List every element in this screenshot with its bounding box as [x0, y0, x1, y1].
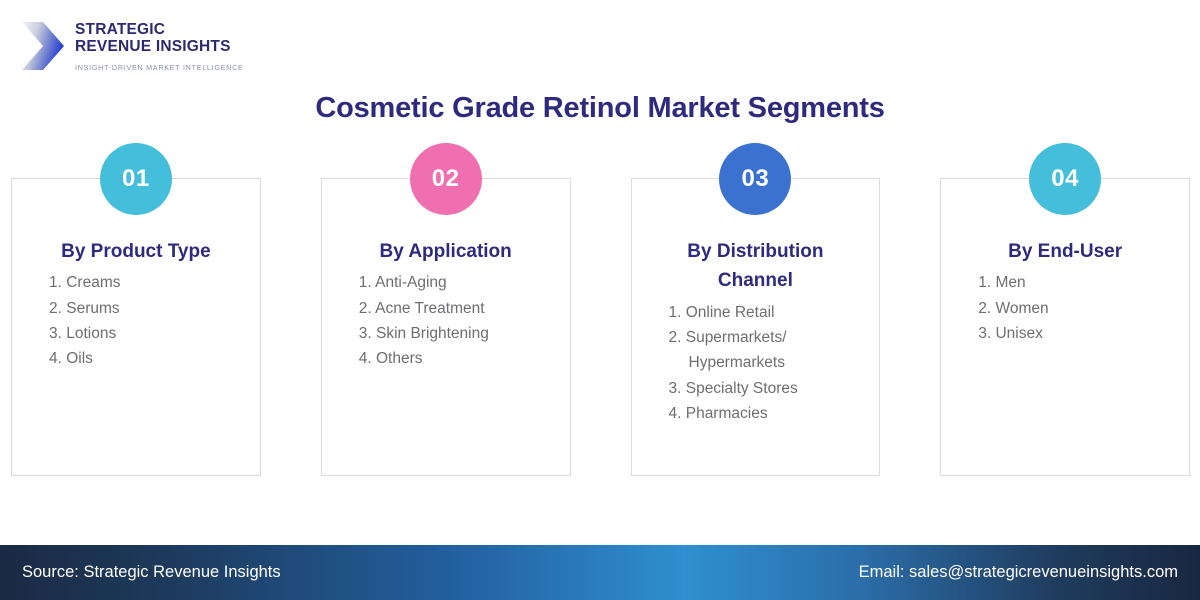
segment-title: By Application: [379, 241, 512, 262]
list-item: 3. Specialty Stores: [668, 379, 798, 397]
brand-tagline: INSIGHT-DRIVEN MARKET INTELLIGENCE: [75, 62, 244, 72]
brand-name: STRATEGIC REVENUE INSIGHTS: [75, 21, 231, 56]
footer-email: Email: sales@strategicrevenueinsights.co…: [858, 563, 1178, 581]
segment-card: 02 By Application 1. Anti-Aging 2. Acne …: [320, 143, 571, 476]
segment-badge-01: 01: [99, 143, 172, 215]
list-item: 2. Women: [978, 299, 1049, 317]
list-item: 1. Online Retail: [668, 303, 775, 321]
brand-logo: STRATEGIC REVENUE INSIGHTS INSIGHT-DRIVE…: [20, 18, 244, 72]
page-title: Cosmetic Grade Retinol Market Segments: [315, 92, 885, 124]
list-item: 1. Men: [978, 274, 1026, 292]
list-item: 2. Serums: [49, 299, 120, 317]
segment-cards: 01 By Product Type 1. Creams 2. Serums 3…: [11, 143, 1190, 476]
segment-item-list: 1. Anti-Aging 2. Acne Treatment 3. Skin …: [336, 270, 556, 371]
segment-title: By End-User: [1008, 241, 1123, 262]
list-item: 2. Supermarkets/ Hypermarkets: [668, 329, 787, 372]
segment-item-list: 1. Creams 2. Serums 3. Lotions 4. Oils: [26, 270, 246, 371]
footer-bar: Source: Strategic Revenue Insights Email…: [0, 545, 1200, 600]
segment-item-list: 1. Men 2. Women 3. Unisex: [955, 270, 1175, 346]
list-item: 3. Skin Brightening: [358, 324, 489, 342]
segment-item-list: 1. Online Retail 2. Supermarkets/ Hyperm…: [646, 300, 866, 426]
segment-card: 04 By End-User 1. Men 2. Women 3. Unisex: [940, 143, 1190, 476]
list-item: 4. Pharmacies: [668, 404, 768, 422]
chevron-arrow-icon: [22, 22, 64, 70]
segment-title: By Product Type: [61, 241, 211, 262]
list-item: 3. Unisex: [978, 324, 1043, 342]
segment-card: 01 By Product Type 1. Creams 2. Serums 3…: [11, 143, 261, 476]
segment-badge-02: 02: [409, 143, 482, 215]
segment-title: By Distribution Channel: [687, 241, 824, 292]
footer-source: Source: Strategic Revenue Insights: [22, 563, 281, 581]
segment-badge-03: 03: [719, 143, 792, 215]
list-item: 4. Others: [358, 350, 423, 368]
segment-badge-04: 04: [1029, 143, 1102, 215]
list-item: 4. Oils: [49, 350, 93, 368]
list-item: 2. Acne Treatment: [358, 299, 485, 317]
segment-card: 03 By Distribution Channel 1. Online Ret…: [630, 143, 881, 476]
list-item: 3. Lotions: [49, 324, 117, 342]
list-item: 1. Anti-Aging: [358, 274, 447, 292]
list-item: 1. Creams: [49, 274, 121, 292]
